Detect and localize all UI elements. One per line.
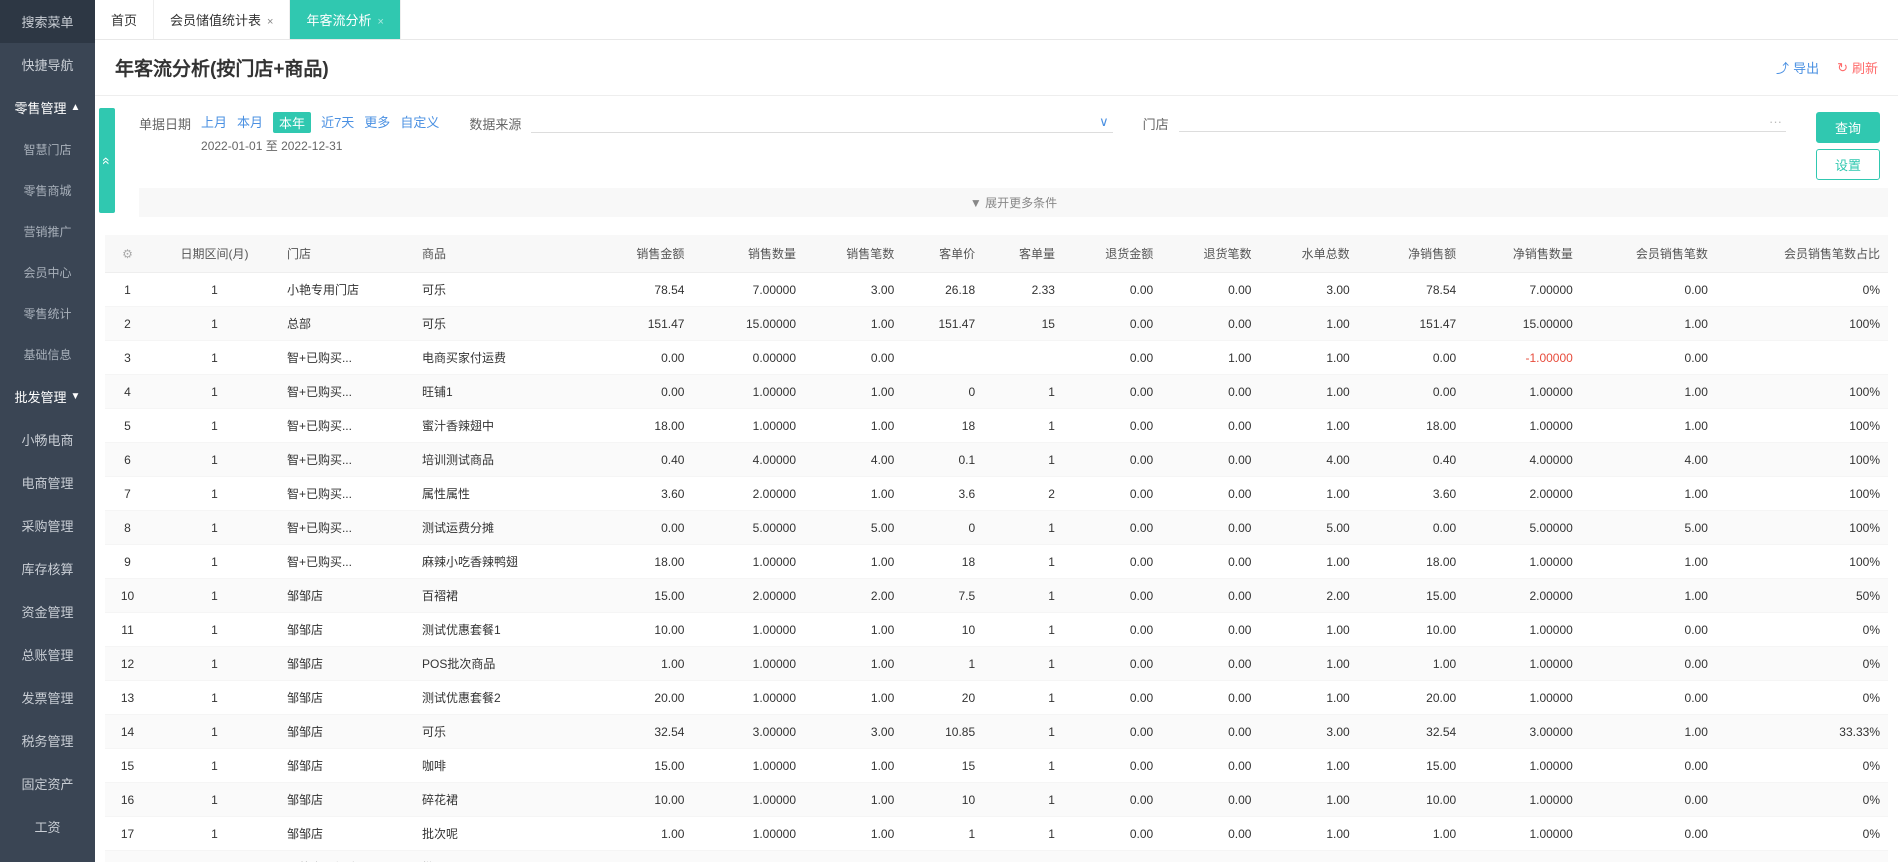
store-select[interactable]: ··· <box>1179 112 1786 132</box>
tab-close-icon[interactable]: × <box>267 16 273 28</box>
sidebar-item-15[interactable]: 总账管理 <box>0 633 95 676</box>
table-row[interactable]: 151邹邹店咖啡15.001.000001.001510.000.001.001… <box>105 749 1888 783</box>
col-header[interactable]: 日期区间(月) <box>150 235 279 273</box>
filter-area: « 单据日期 上月本月本年近7天更多自定义 2022-01-01 至 2022-… <box>95 96 1898 225</box>
col-header[interactable]: 会员销售笔数占比 <box>1716 235 1888 273</box>
table-row[interactable]: 41智+已购买...旺铺10.001.000001.00010.000.001.… <box>105 375 1888 409</box>
col-header[interactable]: 会员销售笔数 <box>1581 235 1716 273</box>
col-header[interactable]: 销售数量 <box>692 235 804 273</box>
search-button[interactable]: 查询 <box>1816 112 1880 143</box>
export-button[interactable]: ⤴ 导出 <box>1776 58 1819 77</box>
sidebar-item-16[interactable]: 发票管理 <box>0 676 95 719</box>
sidebar-item-7[interactable]: 零售统计 <box>0 293 95 334</box>
sidebar-item-8[interactable]: 基础信息 <box>0 334 95 375</box>
gear-icon[interactable]: ⚙ <box>122 247 133 261</box>
collapse-filter-handle[interactable]: « <box>99 108 115 213</box>
col-header[interactable]: 退货金额 <box>1063 235 1161 273</box>
col-header[interactable]: 客单价 <box>902 235 983 273</box>
source-filter-label: 数据来源 <box>469 112 521 133</box>
table-row[interactable]: 71智+已购买...属性属性3.602.000001.003.620.000.0… <box>105 477 1888 511</box>
table-row[interactable]: 161邹邹店碎花裙10.001.000001.001010.000.001.00… <box>105 783 1888 817</box>
table-row[interactable]: 182小艳专用门店批号127.502.000001.00127.520.000.… <box>105 851 1888 862</box>
table-row[interactable]: 61智+已购买...培训测试商品0.404.000004.000.110.000… <box>105 443 1888 477</box>
table-row[interactable]: 101邹邹店百褶裙15.002.000002.007.510.000.002.0… <box>105 579 1888 613</box>
sidebar-item-3[interactable]: 智慧门店 <box>0 129 95 170</box>
sidebar-item-14[interactable]: 资金管理 <box>0 590 95 633</box>
sidebar-item-10[interactable]: 小畅电商 <box>0 418 95 461</box>
expand-more-filters[interactable]: ▼ 展开更多条件 <box>139 188 1888 217</box>
col-header[interactable]: 水单总数 <box>1259 235 1357 273</box>
table-row[interactable]: 121邹邹店POS批次商品1.001.000001.00110.000.001.… <box>105 647 1888 681</box>
tab-0[interactable]: 首页 <box>95 0 154 39</box>
chevron-icon: ▼ <box>71 391 81 402</box>
date-option[interactable]: 自定义 <box>400 112 439 133</box>
table-row[interactable]: 141邹邹店可乐32.543.000003.0010.8510.000.003.… <box>105 715 1888 749</box>
table-row[interactable]: 21总部可乐151.4715.000001.00151.47150.000.00… <box>105 307 1888 341</box>
table-row[interactable]: 31智+已购买...电商买家付运费0.000.000000.000.001.00… <box>105 341 1888 375</box>
sidebar-item-9[interactable]: 批发管理▼ <box>0 375 95 418</box>
sidebar-item-6[interactable]: 会员中心 <box>0 252 95 293</box>
table-row[interactable]: 171邹邹店批次呢1.001.000001.00110.000.001.001.… <box>105 817 1888 851</box>
table-row[interactable]: 131邹邹店测试优惠套餐220.001.000001.002010.000.00… <box>105 681 1888 715</box>
table-row[interactable]: 91智+已购买...麻辣小吃香辣鸭翅18.001.000001.001810.0… <box>105 545 1888 579</box>
col-header[interactable]: 退货笔数 <box>1161 235 1259 273</box>
tabs: 首页会员储值统计表×年客流分析× <box>95 0 1898 40</box>
date-option[interactable]: 更多 <box>364 112 390 133</box>
titlebar: 年客流分析(按门店+商品) ⤴ 导出 ↻ 刷新 <box>95 40 1898 96</box>
date-option[interactable]: 上月 <box>201 112 227 133</box>
sidebar-item-19[interactable]: 工资 <box>0 805 95 848</box>
sidebar-item-13[interactable]: 库存核算 <box>0 547 95 590</box>
tab-2[interactable]: 年客流分析× <box>290 0 400 39</box>
chevron-icon: ▲ <box>71 102 81 113</box>
sidebar: 搜索菜单快捷导航零售管理▲智慧门店零售商城营销推广会员中心零售统计基础信息批发管… <box>0 0 95 862</box>
col-header[interactable]: 销售笔数 <box>804 235 902 273</box>
date-option[interactable]: 本月 <box>237 112 263 133</box>
sidebar-item-12[interactable]: 采购管理 <box>0 504 95 547</box>
sidebar-item-0[interactable]: 搜索菜单 <box>0 0 95 43</box>
sidebar-item-4[interactable]: 零售商城 <box>0 170 95 211</box>
col-header[interactable]: 商品 <box>414 235 586 273</box>
tab-close-icon[interactable]: × <box>377 16 383 28</box>
sidebar-item-5[interactable]: 营销推广 <box>0 211 95 252</box>
col-header[interactable]: 门店 <box>279 235 414 273</box>
date-filter-label: 单据日期 <box>139 112 191 133</box>
store-filter-label: 门店 <box>1143 112 1169 133</box>
sidebar-item-17[interactable]: 税务管理 <box>0 719 95 762</box>
table-row[interactable]: 51智+已购买...蜜汁香辣翅中18.001.000001.001810.000… <box>105 409 1888 443</box>
refresh-button[interactable]: ↻ 刷新 <box>1837 58 1878 77</box>
source-select[interactable]: ∨ <box>531 112 1112 133</box>
date-option[interactable]: 本年 <box>273 112 311 133</box>
col-header[interactable]: 净销售数量 <box>1464 235 1581 273</box>
col-header[interactable]: 客单量 <box>983 235 1063 273</box>
data-table: ⚙ 日期区间(月)门店商品销售金额销售数量销售笔数客单价客单量退货金额退货笔数水单… <box>95 225 1898 862</box>
sidebar-item-11[interactable]: 电商管理 <box>0 461 95 504</box>
sidebar-item-2[interactable]: 零售管理▲ <box>0 86 95 129</box>
table-row[interactable]: 111邹邹店测试优惠套餐110.001.000001.001010.000.00… <box>105 613 1888 647</box>
table-row[interactable]: 81智+已购买...测试运费分摊0.005.000005.00010.000.0… <box>105 511 1888 545</box>
settings-button[interactable]: 设置 <box>1816 149 1880 180</box>
table-row[interactable]: 11小艳专用门店可乐78.547.000003.0026.182.330.000… <box>105 273 1888 307</box>
tab-1[interactable]: 会员储值统计表× <box>154 0 290 39</box>
col-header[interactable]: 销售金额 <box>586 235 692 273</box>
sidebar-item-1[interactable]: 快捷导航 <box>0 43 95 86</box>
date-range-display: 2022-01-01 至 2022-12-31 <box>201 137 439 154</box>
date-option[interactable]: 近7天 <box>321 112 354 133</box>
sidebar-item-18[interactable]: 固定资产 <box>0 762 95 805</box>
page-title: 年客流分析(按门店+商品) <box>115 54 329 81</box>
col-header[interactable]: 净销售额 <box>1358 235 1464 273</box>
